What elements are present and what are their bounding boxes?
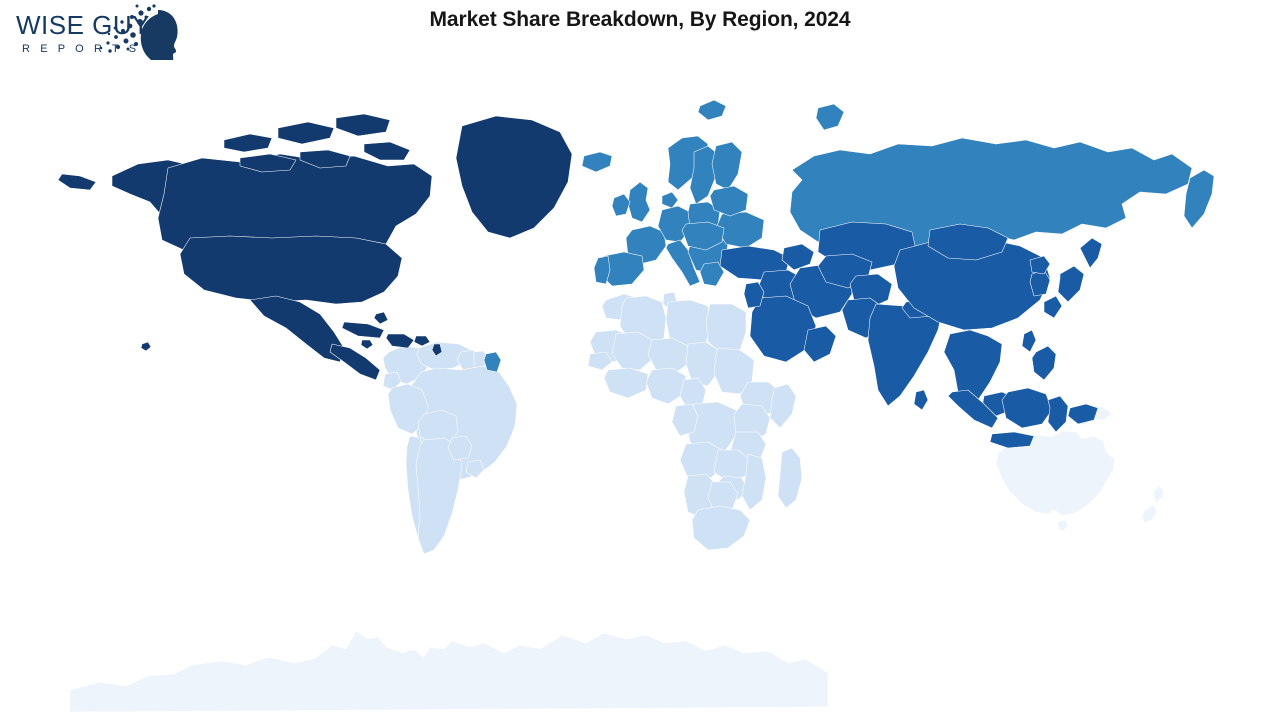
islands-canadian-arctic <box>224 114 410 172</box>
country-australia <box>996 431 1115 516</box>
region-caucasus <box>782 244 814 270</box>
region-kamchatka <box>1184 170 1214 228</box>
country-madagascar <box>778 448 802 508</box>
region-central-europe <box>682 222 724 250</box>
islands-lesser-antilles <box>432 344 442 356</box>
island-novaya-zemlya <box>816 104 844 130</box>
island-java <box>990 432 1034 448</box>
country-ecuador <box>383 372 401 390</box>
island-borneo <box>1002 388 1052 428</box>
region-oceania-antarctica <box>70 405 1164 712</box>
region-levant <box>744 282 764 308</box>
country-ivory-coast <box>604 368 648 398</box>
world-choropleth-map <box>0 52 1280 720</box>
country-finland <box>712 142 742 190</box>
page-header: WISE GUY R E P O R T S <box>0 0 1280 65</box>
country-iceland <box>582 152 612 172</box>
island-puerto-rico <box>414 336 430 346</box>
region-baltics <box>710 186 748 216</box>
islands-aleutian <box>58 174 96 190</box>
country-sudan <box>714 348 754 394</box>
country-somalia <box>770 384 796 428</box>
island-svalbard <box>698 100 726 120</box>
country-south-africa <box>692 506 750 550</box>
logo-wordmark-primary: WISE GUY <box>16 10 150 40</box>
territory-greenland <box>456 116 572 238</box>
page-title: Market Share Breakdown, By Region, 2024 <box>429 8 851 31</box>
world-map-svg <box>0 52 1280 720</box>
country-mongolia <box>928 224 1008 260</box>
wise-guy-reports-logo: WISE GUY R E P O R T S <box>10 4 200 65</box>
head-profile-dots-icon <box>99 4 178 65</box>
country-sri-lanka <box>914 390 928 410</box>
country-mozambique <box>742 454 766 510</box>
country-sweden <box>690 146 718 204</box>
region-north-america <box>58 114 572 380</box>
territory-french-guiana <box>484 352 501 372</box>
region-asia-middle-east <box>720 222 1102 448</box>
country-nigeria <box>646 368 686 404</box>
region-south-america-africa <box>383 292 802 554</box>
region-europe-russia <box>582 100 1214 286</box>
island-sulawesi <box>1048 396 1068 432</box>
country-taiwan <box>1022 330 1036 352</box>
country-united-kingdom <box>628 182 650 222</box>
logo-svg: WISE GUY R E P O R T S <box>16 4 178 65</box>
country-united-states <box>180 236 402 304</box>
country-saudi-arabia <box>750 296 816 362</box>
country-japan <box>1044 238 1102 318</box>
island-jamaica <box>361 340 373 349</box>
country-philippines <box>1032 346 1056 380</box>
country-new-zealand <box>1142 486 1164 523</box>
country-italy <box>666 240 700 286</box>
country-denmark <box>662 192 678 208</box>
country-mali <box>612 332 654 370</box>
country-uruguay <box>466 460 484 478</box>
island-hispaniola <box>386 334 414 348</box>
country-ireland <box>612 194 630 216</box>
country-senegal <box>588 352 612 370</box>
country-gabon <box>672 404 698 436</box>
country-chad <box>686 342 718 386</box>
continent-antarctica <box>70 631 828 712</box>
country-peru <box>388 384 428 434</box>
country-angola <box>680 442 722 482</box>
country-paraguay <box>448 436 472 460</box>
island-new-guinea-west <box>1068 404 1098 424</box>
country-oman <box>804 326 836 362</box>
country-greece <box>700 262 724 286</box>
island-tasmania <box>1058 520 1068 531</box>
region-central-america <box>330 344 380 380</box>
logo-wordmark-secondary: R E P O R T S <box>22 43 140 55</box>
country-cuba <box>342 322 384 338</box>
island-sumatra <box>948 390 998 428</box>
islands-bahamas <box>374 312 388 324</box>
country-egypt <box>706 304 746 352</box>
country-north-korea <box>1030 256 1050 274</box>
state-hawaii <box>141 342 151 351</box>
region-indochina <box>944 330 1002 406</box>
country-niger <box>648 338 688 374</box>
country-portugal <box>594 256 610 284</box>
